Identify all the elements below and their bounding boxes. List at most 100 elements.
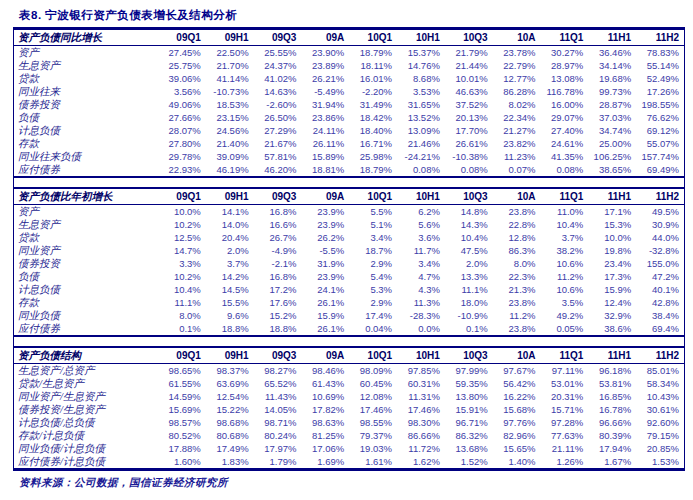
cell-value: 17.26% <box>636 85 684 98</box>
cell-value: 3.6% <box>397 231 445 244</box>
column-header: 10A <box>493 30 541 46</box>
cell-value: 23.90% <box>301 46 349 60</box>
cell-value: -28.3% <box>397 309 445 322</box>
cell-value: 11.31% <box>397 390 445 403</box>
cell-value: 76.62% <box>636 111 684 124</box>
cell-value: 12.08% <box>349 390 397 403</box>
row-label: 应付债券 <box>14 163 158 177</box>
cell-value: 17.4% <box>349 309 397 322</box>
section-title: 资产负债同比增长 <box>14 30 158 46</box>
cell-value: 30.61% <box>636 403 684 416</box>
row-label: 同业负债/计息负债 <box>14 442 158 455</box>
cell-value: 24.37% <box>254 59 302 72</box>
cell-value: 18.11% <box>349 59 397 72</box>
cell-value: 49.5% <box>636 205 684 219</box>
cell-value: 39.09% <box>206 150 254 163</box>
table-row: 计息负债28.07%24.56%27.29%24.11%18.40%13.09%… <box>14 124 684 137</box>
table-row: 债券投资/生息资产15.69%15.22%14.05%17.82%17.46%1… <box>14 403 684 416</box>
cell-value: 21.70% <box>206 59 254 72</box>
cell-value: 38.6% <box>588 322 636 336</box>
cell-value: 26.21% <box>301 72 349 85</box>
cell-value: 13.68% <box>445 442 493 455</box>
table-row: 存款11.1%15.5%17.6%26.1%2.9%11.3%18.0%23.8… <box>14 296 684 309</box>
cell-value: 25.00% <box>588 137 636 150</box>
cell-value: 198.55% <box>636 98 684 111</box>
cell-value: 26.61% <box>445 137 493 150</box>
cell-value: 97.76% <box>493 416 541 429</box>
cell-value: 41.35% <box>541 150 589 163</box>
cell-value: 60.45% <box>349 377 397 390</box>
cell-value: 26.1% <box>301 322 349 336</box>
row-label: 同业往来负债 <box>14 150 158 163</box>
table-row: 债券投资3.3%3.7%-2.1%31.9%2.9%3.4%2.0%8.0%10… <box>14 257 684 270</box>
cell-value: 98.27% <box>254 364 302 378</box>
table-row: 同业资产/生息资产14.59%12.54%11.43%10.69%12.08%1… <box>14 390 684 403</box>
cell-value: 86.28% <box>493 85 541 98</box>
cell-value: 17.3% <box>588 270 636 283</box>
cell-value: 14.3% <box>445 218 493 231</box>
cell-value: 27.80% <box>158 137 206 150</box>
cell-value: 13.3% <box>445 270 493 283</box>
cell-value: 23.9% <box>301 270 349 283</box>
section-table: 资产负债比年初增长09Q109H109Q309A10Q110H110Q310A1… <box>14 187 684 337</box>
cell-value: 3.4% <box>397 257 445 270</box>
column-header: 10Q1 <box>349 188 397 205</box>
cell-value: 13.80% <box>445 390 493 403</box>
cell-value: 23.78% <box>493 46 541 60</box>
cell-value: 65.52% <box>254 377 302 390</box>
cell-value: 15.71% <box>541 403 589 416</box>
table-row: 资产27.45%22.50%25.55%23.90%18.79%15.37%21… <box>14 46 684 60</box>
cell-value: 53.01% <box>541 377 589 390</box>
cell-value: 0.1% <box>445 322 493 336</box>
cell-value: 23.8% <box>493 322 541 336</box>
cell-value: 0.04% <box>349 322 397 336</box>
row-label: 资产 <box>14 46 158 60</box>
cell-value: 98.30% <box>397 416 445 429</box>
cell-value: 21.3% <box>493 283 541 296</box>
cell-value: 11.1% <box>445 283 493 296</box>
cell-value: 15.91% <box>445 403 493 416</box>
cell-value: 96.71% <box>445 416 493 429</box>
cell-value: 10.6% <box>541 257 589 270</box>
cell-value: 17.1% <box>588 205 636 219</box>
cell-value: 18.7% <box>349 244 397 257</box>
cell-value: 8.68% <box>397 72 445 85</box>
cell-value: 47.5% <box>445 244 493 257</box>
cell-value: 14.63% <box>254 85 302 98</box>
column-header: 10Q3 <box>445 30 493 46</box>
cell-value: 20.4% <box>206 231 254 244</box>
cell-value: 37.52% <box>445 98 493 111</box>
cell-value: 99.73% <box>588 85 636 98</box>
cell-value: 8.0% <box>493 257 541 270</box>
cell-value: 81.25% <box>301 429 349 442</box>
row-label: 生息资产 <box>14 59 158 72</box>
table-row: 应付债券0.1%18.8%18.8%26.1%0.04%0.0%0.1%23.8… <box>14 322 684 336</box>
cell-value: 31.65% <box>397 98 445 111</box>
cell-value: 3.7% <box>541 231 589 244</box>
cell-value: 10.4% <box>541 218 589 231</box>
cell-value: 19.03% <box>349 442 397 455</box>
cell-value: 21.44% <box>445 59 493 72</box>
cell-value: 12.54% <box>206 390 254 403</box>
column-header: 11H2 <box>636 30 684 46</box>
cell-value: 13.08% <box>541 72 589 85</box>
cell-value: 0.0% <box>397 322 445 336</box>
row-label: 生息资产/总资产 <box>14 364 158 378</box>
cell-value: 39.06% <box>158 72 206 85</box>
cell-value: 69.12% <box>636 124 684 137</box>
cell-value: 44.0% <box>636 231 684 244</box>
cell-value: 97.28% <box>541 416 589 429</box>
column-header: 09Q1 <box>158 188 206 205</box>
cell-value: 85.01% <box>636 364 684 378</box>
cell-value: 24.56% <box>206 124 254 137</box>
cell-value: 20.85% <box>636 442 684 455</box>
column-header: 11H1 <box>588 347 636 364</box>
cell-value: 26.2% <box>301 231 349 244</box>
table-row: 贷款12.5%20.4%26.7%26.2%3.4%3.6%10.4%12.8%… <box>14 231 684 244</box>
cell-value: 17.82% <box>301 403 349 416</box>
cell-value: 16.00% <box>541 98 589 111</box>
cell-value: 26.11% <box>301 137 349 150</box>
cell-value: 22.34% <box>493 111 541 124</box>
column-header: 09Q3 <box>254 347 302 364</box>
table-row: 存款27.80%21.40%21.67%26.11%16.71%21.46%26… <box>14 137 684 150</box>
